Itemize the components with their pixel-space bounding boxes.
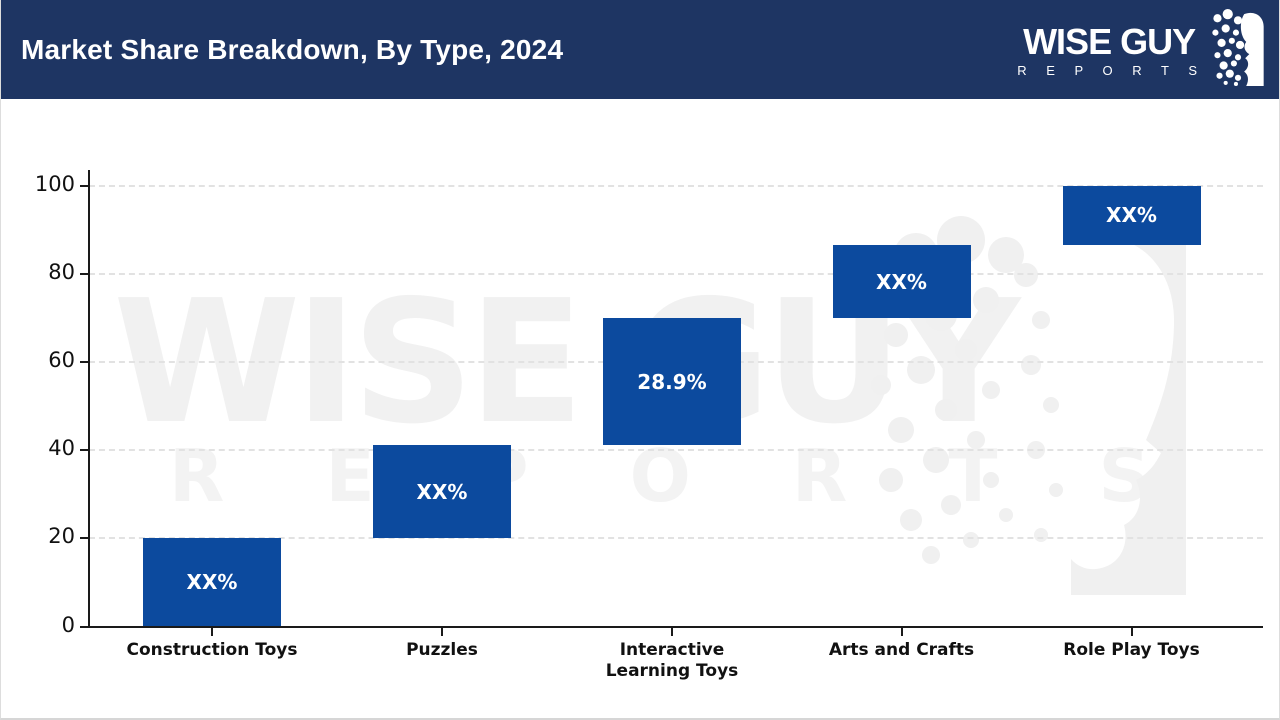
x-tick-mark bbox=[1130, 628, 1133, 636]
header-bar: Market Share Breakdown, By Type, 2024 WI… bbox=[1, 0, 1279, 99]
gridline-20 bbox=[89, 537, 1263, 540]
x-category-label: Interactive Learning Toys bbox=[605, 640, 739, 682]
y-tick-label: 20 bbox=[48, 524, 75, 549]
x-category-label: Arts and Crafts bbox=[828, 640, 975, 660]
y-tick-label: 40 bbox=[48, 436, 75, 461]
logo-head-icon bbox=[1212, 9, 1264, 86]
bar-value-label: XX% bbox=[186, 570, 238, 595]
y-tick-label: 60 bbox=[48, 347, 75, 372]
x-tick-mark bbox=[671, 628, 673, 636]
y-tick-label: 0 bbox=[61, 612, 75, 637]
y-tick-mark bbox=[80, 449, 89, 452]
x-tick-mark bbox=[441, 628, 443, 636]
x-tick-mark bbox=[211, 628, 213, 636]
y-tick-mark bbox=[80, 625, 89, 628]
bar-interactive-learning-toys: 28.9% bbox=[603, 317, 741, 446]
watermark-head-graphic bbox=[860, 216, 1186, 595]
x-category-label: Role Play Toys bbox=[1063, 640, 1200, 660]
y-tick-mark bbox=[80, 184, 89, 187]
y-tick-mark bbox=[80, 360, 89, 363]
x-axis-line bbox=[88, 626, 1263, 628]
gridline-100 bbox=[89, 184, 1263, 187]
bar-value-label: 28.9% bbox=[637, 369, 707, 394]
bar-value-label: XX% bbox=[1106, 203, 1157, 228]
x-category-label: Puzzles bbox=[406, 640, 478, 660]
gridline-40 bbox=[89, 449, 1263, 452]
y-tick-mark bbox=[80, 537, 89, 540]
y-tick-mark bbox=[80, 272, 89, 275]
bar-puzzles: XX% bbox=[373, 445, 511, 539]
bar-value-label: XX% bbox=[416, 479, 468, 504]
wise-guy-logo: WISE GUY R E P O R T S bbox=[1013, 8, 1267, 86]
logo-reports-text: R E P O R T S bbox=[1017, 63, 1205, 78]
y-axis-line bbox=[88, 170, 90, 628]
y-tick-label: 80 bbox=[48, 259, 75, 284]
bar-role-play-toys: XX% bbox=[1062, 185, 1201, 246]
x-category-label: Construction Toys bbox=[126, 640, 298, 660]
gridline-80 bbox=[89, 272, 1263, 275]
bar-arts-and-crafts: XX% bbox=[832, 245, 971, 318]
page-title: Market Share Breakdown, By Type, 2024 bbox=[21, 33, 564, 65]
x-tick-mark bbox=[900, 628, 903, 636]
bar-construction-toys: XX% bbox=[143, 538, 281, 627]
y-tick-label: 100 bbox=[34, 171, 75, 196]
bar-value-label: XX% bbox=[876, 269, 927, 294]
logo-wiseguy-text: WISE GUY bbox=[1023, 21, 1196, 62]
